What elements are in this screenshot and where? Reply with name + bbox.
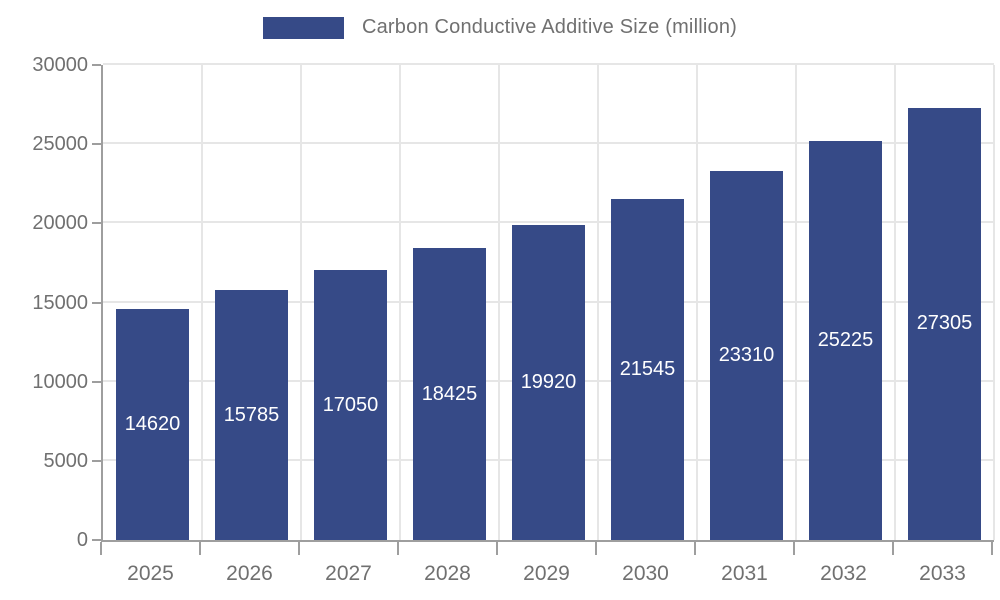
legend-swatch	[262, 16, 344, 39]
bar: 15785	[215, 290, 288, 540]
bar-value-label: 27305	[916, 312, 973, 335]
gridline-v	[201, 65, 203, 540]
bar-value-label: 17050	[322, 393, 379, 416]
x-tick-mark	[892, 542, 894, 555]
gridline-v	[894, 65, 896, 540]
y-tick-label: 20000	[32, 212, 88, 235]
bar-value-label: 23310	[718, 343, 775, 366]
x-tick-mark	[298, 542, 300, 555]
bar: 23310	[710, 170, 783, 540]
y-tick-mark	[92, 539, 101, 541]
plot-area: 14620 15785 17050 18425 19920 21545 23310 25225…	[101, 63, 995, 542]
gridline-v	[597, 65, 599, 540]
gridline-h	[103, 63, 994, 65]
y-tick-mark	[92, 301, 101, 304]
bar-value-label: 19920	[520, 370, 577, 393]
bar: 14620	[116, 308, 189, 540]
x-tick-label: 2031	[721, 562, 768, 585]
y-tick-mark	[92, 380, 101, 383]
x-tick-mark	[793, 542, 795, 555]
x-tick-label: 2027	[325, 562, 372, 585]
x-tick-mark	[496, 542, 498, 555]
x-tick-label: 2033	[919, 562, 966, 585]
y-tick-mark	[92, 64, 101, 66]
x-tick-label: 2030	[622, 562, 669, 585]
bar: 27305	[908, 107, 981, 540]
gridline-v	[399, 65, 401, 540]
x-tick-mark	[397, 542, 399, 555]
y-tick-label: 5000	[43, 449, 89, 472]
x-tick-mark	[595, 542, 597, 555]
x-tick-mark	[100, 542, 102, 555]
bar: 25225	[809, 140, 882, 540]
x-tick-label: 2025	[127, 562, 174, 585]
y-tick-mark	[92, 459, 101, 462]
gridline-v	[498, 65, 500, 540]
bar: 21545	[611, 198, 684, 540]
x-tick-label: 2028	[424, 562, 471, 585]
bar-value-label: 18425	[421, 382, 478, 405]
x-tick-mark	[991, 542, 993, 555]
gridline-v	[795, 65, 797, 540]
y-tick-label: 10000	[32, 370, 88, 393]
bar-value-label: 15785	[223, 403, 280, 426]
gridline-h	[103, 221, 994, 224]
x-tick-mark	[199, 542, 201, 555]
legend-label: Carbon Conductive Additive Size (million…	[361, 16, 738, 38]
gridline-h	[103, 142, 994, 145]
bar-value-label: 14620	[124, 412, 181, 435]
chart-legend[interactable]: Carbon Conductive Additive Size (million…	[0, 16, 1000, 39]
bar: 18425	[413, 248, 486, 540]
y-tick-label: 0	[76, 529, 88, 551]
y-tick-mark	[92, 222, 101, 225]
x-tick-label: 2029	[523, 562, 570, 585]
gridline-v	[300, 65, 302, 540]
bar-value-label: 21545	[619, 357, 676, 380]
y-tick-label: 15000	[32, 291, 88, 314]
y-tick-label: 30000	[32, 54, 88, 76]
y-tick-label: 25000	[32, 133, 88, 156]
bar-value-label: 25225	[817, 328, 874, 351]
bar: 19920	[512, 224, 585, 540]
x-tick-label: 2026	[226, 562, 273, 585]
y-tick-mark	[92, 143, 101, 146]
gridline-v	[696, 65, 698, 540]
bar: 17050	[314, 270, 387, 540]
x-tick-label: 2032	[820, 562, 867, 585]
x-tick-mark	[694, 542, 696, 555]
gridline-v	[993, 65, 995, 540]
